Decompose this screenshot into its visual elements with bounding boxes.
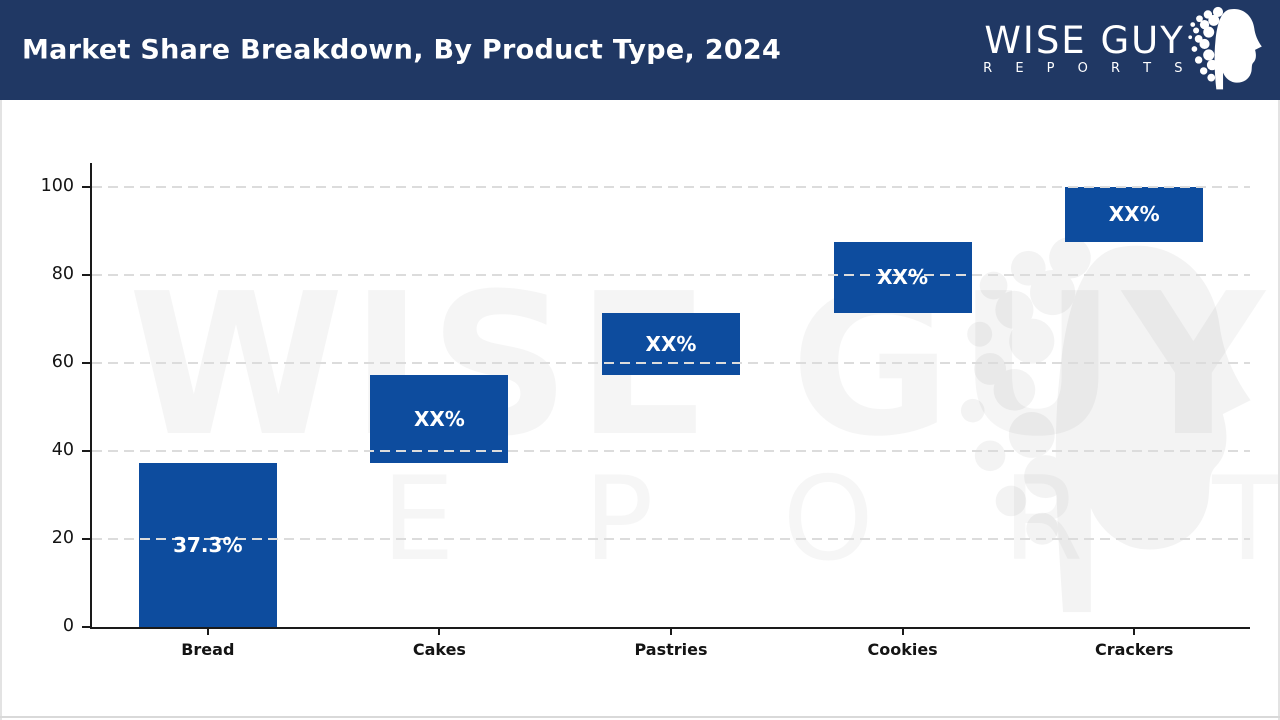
x-tick-mark xyxy=(438,627,441,635)
y-tick-label: 60 xyxy=(51,352,74,372)
y-tick-mark xyxy=(82,538,90,540)
bar-bread xyxy=(138,462,277,627)
x-tick-mark xyxy=(670,627,672,635)
category-label-crackers: Crackers xyxy=(1094,640,1174,659)
chart-title: Market Share Breakdown, By Product Type,… xyxy=(22,34,782,66)
gridline-60 xyxy=(92,362,1250,364)
category-label-pastries: Pastries xyxy=(634,640,708,659)
y-tick-label: 40 xyxy=(51,440,74,460)
wiseguy-logo: WISE GUY R E P O R T S xyxy=(977,6,1266,92)
page-edge-right xyxy=(1278,100,1280,720)
bar-crackers xyxy=(1065,187,1204,242)
y-tick-label: 0 xyxy=(62,616,74,636)
category-label-bread: Bread xyxy=(181,640,235,659)
watermark-head-icon xyxy=(960,236,1251,613)
y-tick-mark xyxy=(82,362,90,364)
x-tick-mark xyxy=(206,627,209,635)
bar-pastries xyxy=(602,312,740,375)
gridline-80 xyxy=(92,274,1250,276)
bar-cakes xyxy=(370,374,509,463)
bar-value-label: XX% xyxy=(413,406,465,431)
logo-subtext: R E P O R T S xyxy=(983,61,1192,77)
category-label-cakes: Cakes xyxy=(412,640,466,659)
logo-wordmark: WISE GUY xyxy=(984,18,1185,62)
x-tick-mark xyxy=(901,627,904,635)
logo-head-icon xyxy=(1188,6,1262,90)
gridline-20 xyxy=(92,538,1250,540)
bar-value-label: XX% xyxy=(877,265,929,290)
category-label-cookies: Cookies xyxy=(867,640,938,659)
bar-value-label: XX% xyxy=(645,331,697,356)
footer-rule xyxy=(0,716,1280,718)
y-tick-label: 20 xyxy=(51,528,74,548)
bar-value-label: 37.3% xyxy=(173,532,243,557)
y-tick-mark xyxy=(82,450,90,452)
y-tick-mark xyxy=(82,274,90,276)
gridline-100 xyxy=(92,186,1250,188)
y-axis-line xyxy=(90,163,92,627)
y-tick-mark xyxy=(82,186,90,188)
plot-area: 37.3% XX% XX% XX% XX% xyxy=(90,163,1250,629)
y-tick-label: 100 xyxy=(40,176,74,196)
bar-value-label: XX% xyxy=(1108,202,1160,227)
x-tick-mark xyxy=(1133,627,1136,635)
gridline-40 xyxy=(92,450,1250,452)
page-edge-left xyxy=(0,100,2,720)
y-tick-label: 80 xyxy=(51,264,74,284)
chart: 37.3% XX% XX% XX% XX% 0 20 40 60 80 100 Bread Cakes… xyxy=(0,100,1280,720)
y-tick-mark xyxy=(82,626,90,628)
header-band: Market Share Breakdown, By Product Type,… xyxy=(0,0,1280,100)
bar-cookies xyxy=(833,241,972,313)
